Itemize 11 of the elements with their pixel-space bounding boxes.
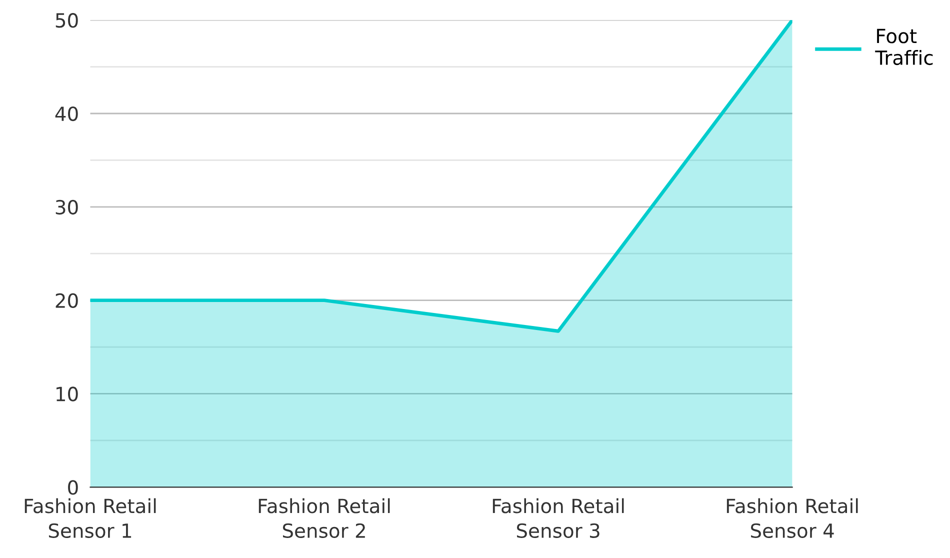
y-tick-label: 30 [56, 200, 78, 215]
x-tick-label: Fashion Retail Sensor 2 [258, 498, 390, 538]
y-tick-label: 0 [68, 480, 78, 495]
y-tick-label: 50 [56, 13, 78, 28]
x-tick-label: Fashion Retail Sensor 3 [492, 498, 624, 538]
legend-label: Foot Traffic [875, 28, 933, 66]
y-tick-label: 10 [56, 386, 78, 402]
y-tick-label: 40 [55, 106, 78, 122]
x-tick-label: Fashion Retail Sensor 1 [24, 498, 156, 538]
x-tick-label: Fashion Retail Sensor 4 [726, 498, 858, 538]
y-tick-label: 20 [56, 293, 78, 308]
